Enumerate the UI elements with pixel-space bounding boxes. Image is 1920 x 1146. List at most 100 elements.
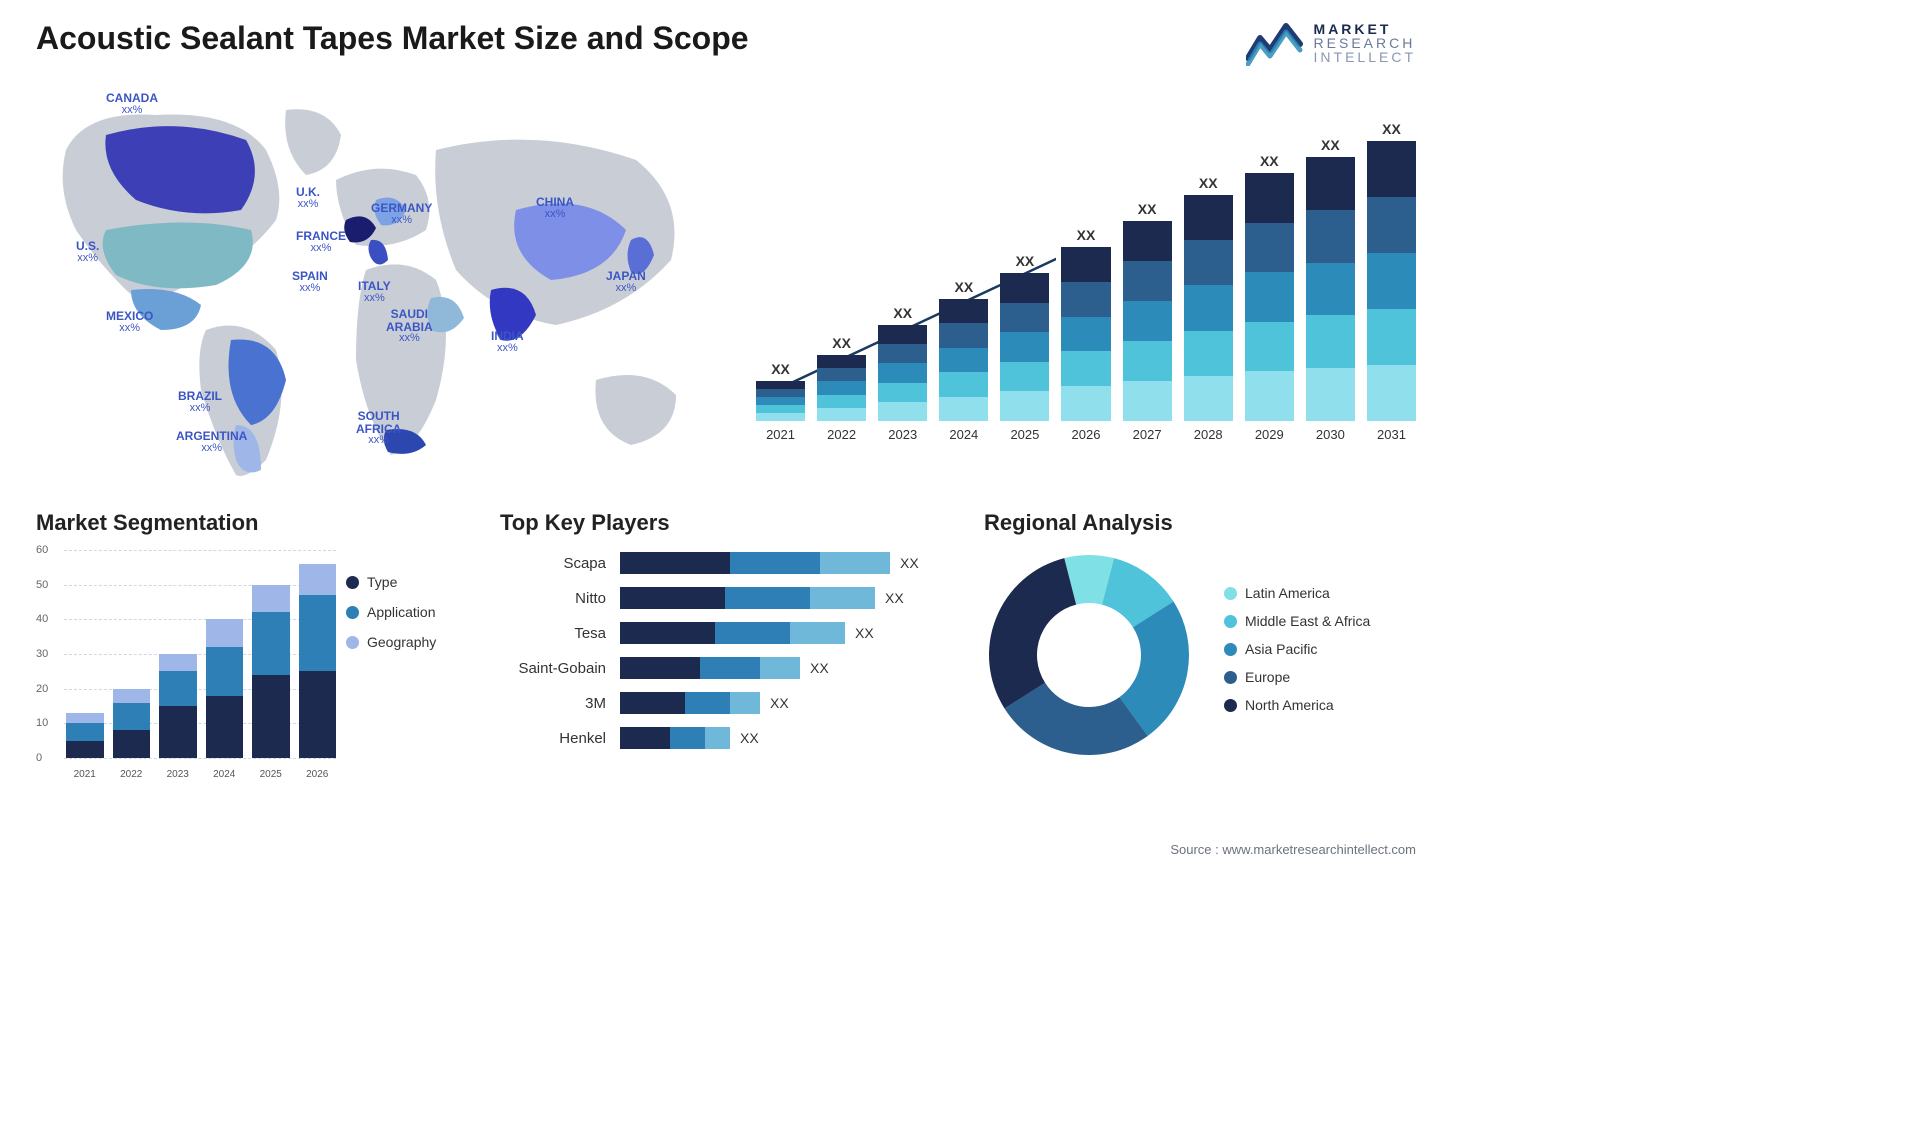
- logo-mark-icon: [1246, 20, 1304, 66]
- growth-bar: XX 2031: [1367, 121, 1416, 442]
- player-name: Tesa: [500, 625, 620, 642]
- legend-item: Latin America: [1224, 585, 1370, 601]
- map-label: MEXICOxx%: [106, 310, 153, 334]
- legend-label: Type: [367, 574, 397, 590]
- legend-label: Latin America: [1245, 585, 1330, 601]
- player-value: XX: [855, 625, 874, 641]
- legend-label: Europe: [1245, 669, 1290, 685]
- player-name: Scapa: [500, 555, 620, 572]
- bar-value-label: XX: [832, 335, 851, 351]
- map-label: ARGENTINAxx%: [176, 430, 247, 454]
- x-axis-label: 2024: [206, 769, 244, 780]
- growth-bar: XX 2029: [1245, 153, 1294, 442]
- map-label: FRANCExx%: [296, 230, 346, 254]
- legend-dot-icon: [1224, 671, 1237, 684]
- bar-value-label: XX: [1382, 121, 1401, 137]
- y-tick: 10: [36, 717, 48, 729]
- x-axis-label: 2021: [766, 427, 795, 442]
- y-tick: 50: [36, 579, 48, 591]
- x-axis-label: 2028: [1194, 427, 1223, 442]
- legend-item: Type: [346, 574, 466, 590]
- bar-value-label: XX: [1321, 137, 1340, 153]
- growth-bar: XX 2026: [1061, 227, 1110, 442]
- y-tick: 40: [36, 613, 48, 625]
- growth-bar: XX 2028: [1184, 175, 1233, 442]
- map-label: JAPANxx%: [606, 270, 646, 294]
- map-label: SAUDIARABIAxx%: [386, 308, 433, 345]
- player-value: XX: [810, 660, 829, 676]
- y-tick: 30: [36, 648, 48, 660]
- player-bar: [620, 692, 760, 714]
- map-label: INDIAxx%: [491, 330, 524, 354]
- player-row: Henkel XX: [500, 725, 950, 751]
- legend-item: Application: [346, 604, 466, 620]
- player-value: XX: [770, 695, 789, 711]
- map-label: CANADAxx%: [106, 92, 158, 116]
- x-axis-label: 2030: [1316, 427, 1345, 442]
- legend-item: Middle East & Africa: [1224, 613, 1370, 629]
- bar-value-label: XX: [1199, 175, 1218, 191]
- source-footer: Source : www.marketresearchintellect.com: [1170, 842, 1416, 857]
- segmentation-chart: 0102030405060 202120222023202420252026 T…: [36, 550, 466, 780]
- x-axis-label: 2025: [252, 769, 290, 780]
- legend-item: North America: [1224, 697, 1370, 713]
- logo-text: MARKET RESEARCH INTELLECT: [1314, 22, 1416, 64]
- brand-logo: MARKET RESEARCH INTELLECT: [1246, 20, 1416, 66]
- player-value: XX: [740, 730, 759, 746]
- legend-dot-icon: [1224, 587, 1237, 600]
- legend-label: North America: [1245, 697, 1334, 713]
- bar-value-label: XX: [893, 305, 912, 321]
- x-axis-label: 2025: [1010, 427, 1039, 442]
- x-axis-label: 2027: [1133, 427, 1162, 442]
- x-axis-label: 2031: [1377, 427, 1406, 442]
- player-value: XX: [885, 590, 904, 606]
- player-row: Saint-Gobain XX: [500, 655, 950, 681]
- legend-dot-icon: [346, 636, 359, 649]
- growth-bar: XX2021: [756, 361, 805, 442]
- y-tick: 0: [36, 752, 42, 764]
- map-label: CHINAxx%: [536, 196, 574, 220]
- x-axis-label: 2023: [888, 427, 917, 442]
- map-label: GERMANYxx%: [371, 202, 432, 226]
- growth-chart: XX2021XX2022XX2023XX2024XX2025XX2026XX20…: [756, 90, 1416, 470]
- player-name: Henkel: [500, 730, 620, 747]
- player-name: Saint-Gobain: [500, 660, 620, 677]
- segmentation-bar: [299, 564, 337, 758]
- bar-value-label: XX: [1138, 201, 1157, 217]
- player-row: 3M XX: [500, 690, 950, 716]
- bar-value-label: XX: [1260, 153, 1279, 169]
- growth-bar: XX 2023: [878, 305, 927, 442]
- segmentation-title: Market Segmentation: [36, 510, 466, 536]
- player-name: Nitto: [500, 590, 620, 607]
- segmentation-bar: [252, 585, 290, 758]
- player-bar: [620, 552, 890, 574]
- player-bar: [620, 622, 845, 644]
- growth-bar: XX 2027: [1123, 201, 1172, 442]
- player-name: 3M: [500, 695, 620, 712]
- map-label: U.S.xx%: [76, 240, 99, 264]
- legend-label: Middle East & Africa: [1245, 613, 1370, 629]
- regional-donut-chart: [984, 550, 1194, 760]
- segmentation-bar: [113, 689, 151, 758]
- player-bar: [620, 727, 730, 749]
- bar-value-label: XX: [1077, 227, 1096, 243]
- x-axis-label: 2026: [1072, 427, 1101, 442]
- x-axis-label: 2021: [66, 769, 104, 780]
- regional-panel: Regional Analysis Latin AmericaMiddle Ea…: [984, 510, 1416, 780]
- x-axis-label: 2022: [827, 427, 856, 442]
- map-label: SOUTHAFRICAxx%: [356, 410, 401, 447]
- map-label: SPAINxx%: [292, 270, 328, 294]
- x-axis-label: 2024: [949, 427, 978, 442]
- bar-value-label: XX: [954, 279, 973, 295]
- x-axis-label: 2029: [1255, 427, 1284, 442]
- y-tick: 20: [36, 683, 48, 695]
- legend-dot-icon: [1224, 615, 1237, 628]
- legend-dot-icon: [346, 606, 359, 619]
- legend-label: Application: [367, 604, 436, 620]
- x-axis-label: 2023: [159, 769, 197, 780]
- player-bar: [620, 587, 875, 609]
- y-tick: 60: [36, 544, 48, 556]
- segmentation-panel: Market Segmentation 0 10 20 30 40 50 60 2021 20…: [36, 510, 466, 780]
- page-title: Acoustic Sealant Tapes Market Size and S…: [36, 20, 749, 57]
- legend-label: Geography: [367, 634, 436, 650]
